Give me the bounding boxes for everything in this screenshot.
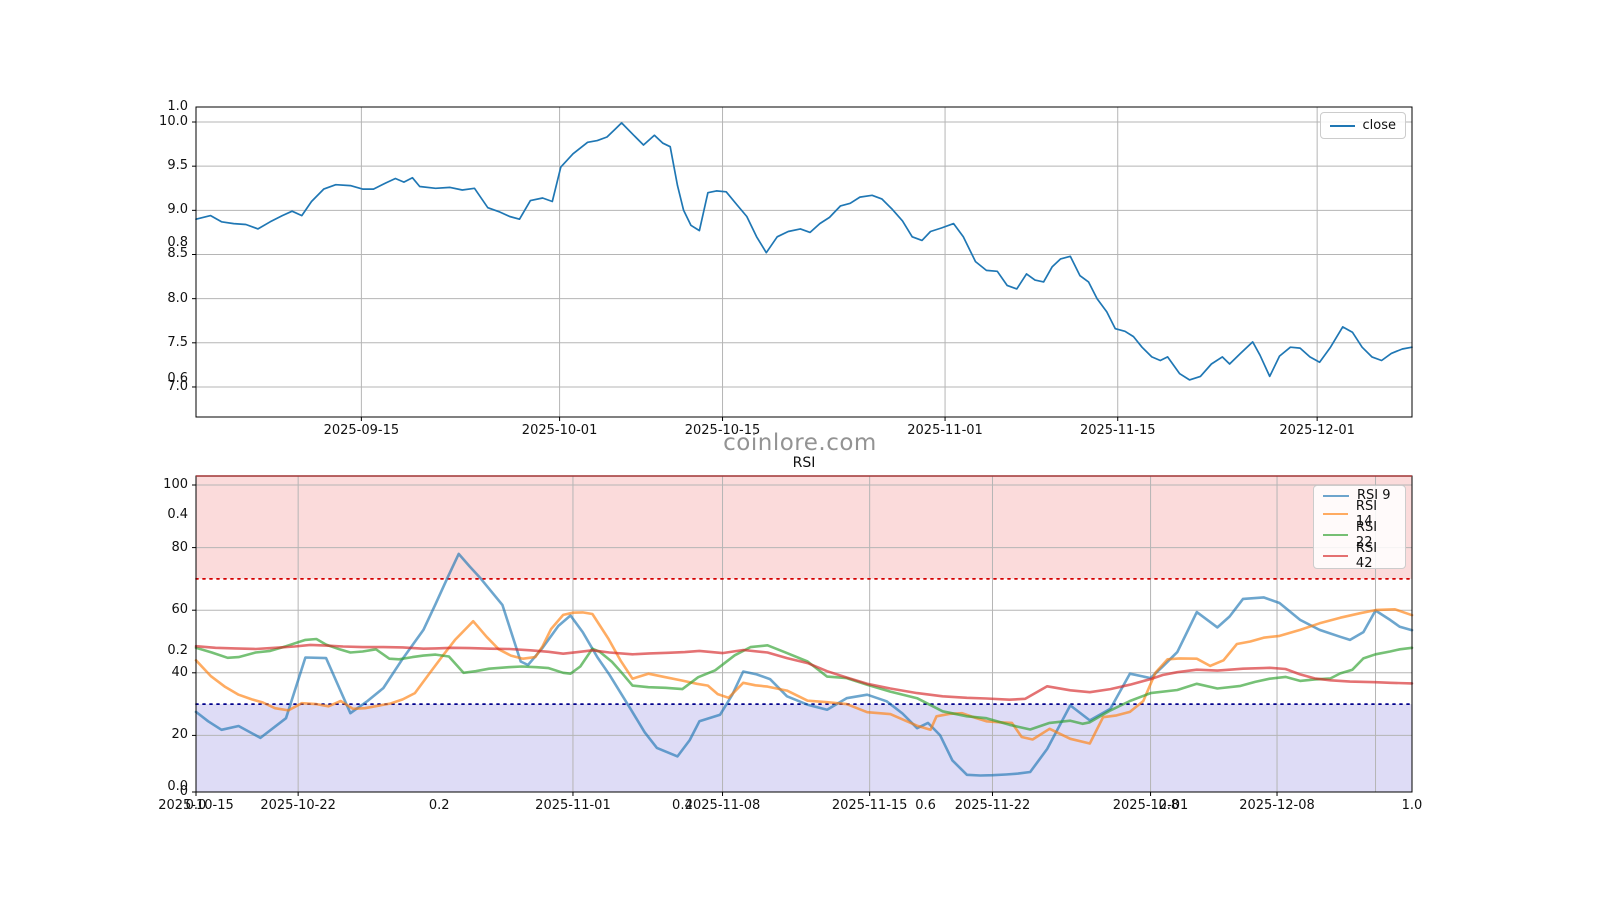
legend-line-icon xyxy=(1323,512,1348,515)
series-close xyxy=(195,122,1413,381)
ytick-label: 60 xyxy=(171,602,188,618)
ytick-label: 9.0 xyxy=(167,202,188,218)
oversold-band xyxy=(196,704,1412,792)
rsi-chart-title: RSI xyxy=(792,455,816,471)
ytick-label: 100 xyxy=(163,477,188,492)
ytick-label: 9.5 xyxy=(167,158,188,174)
rsi-chart xyxy=(192,475,1414,796)
legend-item: close xyxy=(1330,116,1396,135)
legend-item: RSI 22 xyxy=(1323,520,1396,550)
legend-line-icon xyxy=(1323,533,1348,536)
hidden-xtick-label: 1.0 xyxy=(1401,798,1423,813)
ytick-label: 8.5 xyxy=(167,246,188,262)
xtick-label: 2025-11-15 xyxy=(1079,423,1156,438)
legend-label: RSI 14 xyxy=(1355,498,1378,529)
legend-item: RSI 9 xyxy=(1323,488,1396,503)
hidden-xtick-label: 0.2 xyxy=(428,798,450,813)
legend-line-icon xyxy=(1330,124,1355,127)
legend-label: RSI 42 xyxy=(1355,540,1378,571)
series-rsi-22 xyxy=(194,637,1414,731)
price-legend: close xyxy=(1320,112,1406,139)
price-chart xyxy=(192,106,1413,421)
legend-label: close xyxy=(1362,118,1396,133)
xtick-label: 2025-11-15 xyxy=(831,798,908,813)
ytick-label: 10.0 xyxy=(159,114,188,129)
xtick-label: 2025-10-01 xyxy=(521,423,598,438)
legend-label: RSI 22 xyxy=(1355,519,1378,550)
legend-label: RSI 9 xyxy=(1357,488,1391,503)
ytick-label: 20 xyxy=(171,727,188,743)
hidden-xtick-label: 0.4 xyxy=(672,798,693,813)
xtick-label: 2025-09-15 xyxy=(323,423,400,438)
hidden-xtick-label: 0.0 xyxy=(185,798,207,813)
hidden-ytick-label: 1.0 xyxy=(167,99,188,114)
watermark: coinlore.com xyxy=(723,430,877,456)
hidden-xtick-label: 0.6 xyxy=(915,798,936,813)
ytick-label: 7.0 xyxy=(167,378,188,394)
ytick-label: 80 xyxy=(171,539,188,555)
hidden-xtick-label: 0.8 xyxy=(1158,798,1180,813)
rsi-legend: RSI 9 RSI 14 RSI 22 RSI 42 xyxy=(1313,485,1406,571)
xtick-label: 2025-12-01 xyxy=(1112,798,1189,813)
xtick-label: 2025-11-08 xyxy=(684,798,761,813)
legend-item: RSI 14 xyxy=(1323,499,1396,529)
hidden-ytick-label: 0.4 xyxy=(167,507,188,522)
xtick-label: 2025-11-22 xyxy=(954,798,1031,813)
xtick-label: 2025-10-22 xyxy=(260,798,336,813)
series-rsi-14 xyxy=(194,608,1414,745)
plot-border xyxy=(195,106,1413,418)
xtick-label: 2025-10-15 xyxy=(684,423,761,438)
legend-item: RSI 42 xyxy=(1323,541,1396,571)
xtick-label: 2025-12-08 xyxy=(1239,798,1315,813)
overbought-band xyxy=(196,476,1412,579)
ytick-label: 8.0 xyxy=(167,290,188,306)
ytick-label: 7.5 xyxy=(167,334,188,350)
xtick-label: 2025-10-15 xyxy=(158,798,234,813)
hidden-ytick-label: 0.6 xyxy=(167,371,188,386)
hidden-ytick-label: 0.2 xyxy=(167,643,188,658)
hidden-ytick-label: 0.0 xyxy=(167,779,188,794)
ytick-label: 40 xyxy=(171,664,188,680)
series-rsi-9 xyxy=(194,552,1414,777)
xtick-label: 2025-11-01 xyxy=(907,423,983,438)
series-rsi-42 xyxy=(194,643,1414,701)
hidden-ytick-label: 0.8 xyxy=(167,235,188,250)
xtick-label: 2025-11-01 xyxy=(535,798,611,813)
legend-line-icon xyxy=(1323,494,1349,497)
legend-line-icon xyxy=(1323,554,1348,557)
xtick-label: 2025-12-01 xyxy=(1279,423,1355,438)
ytick-label: 0 xyxy=(179,784,188,799)
